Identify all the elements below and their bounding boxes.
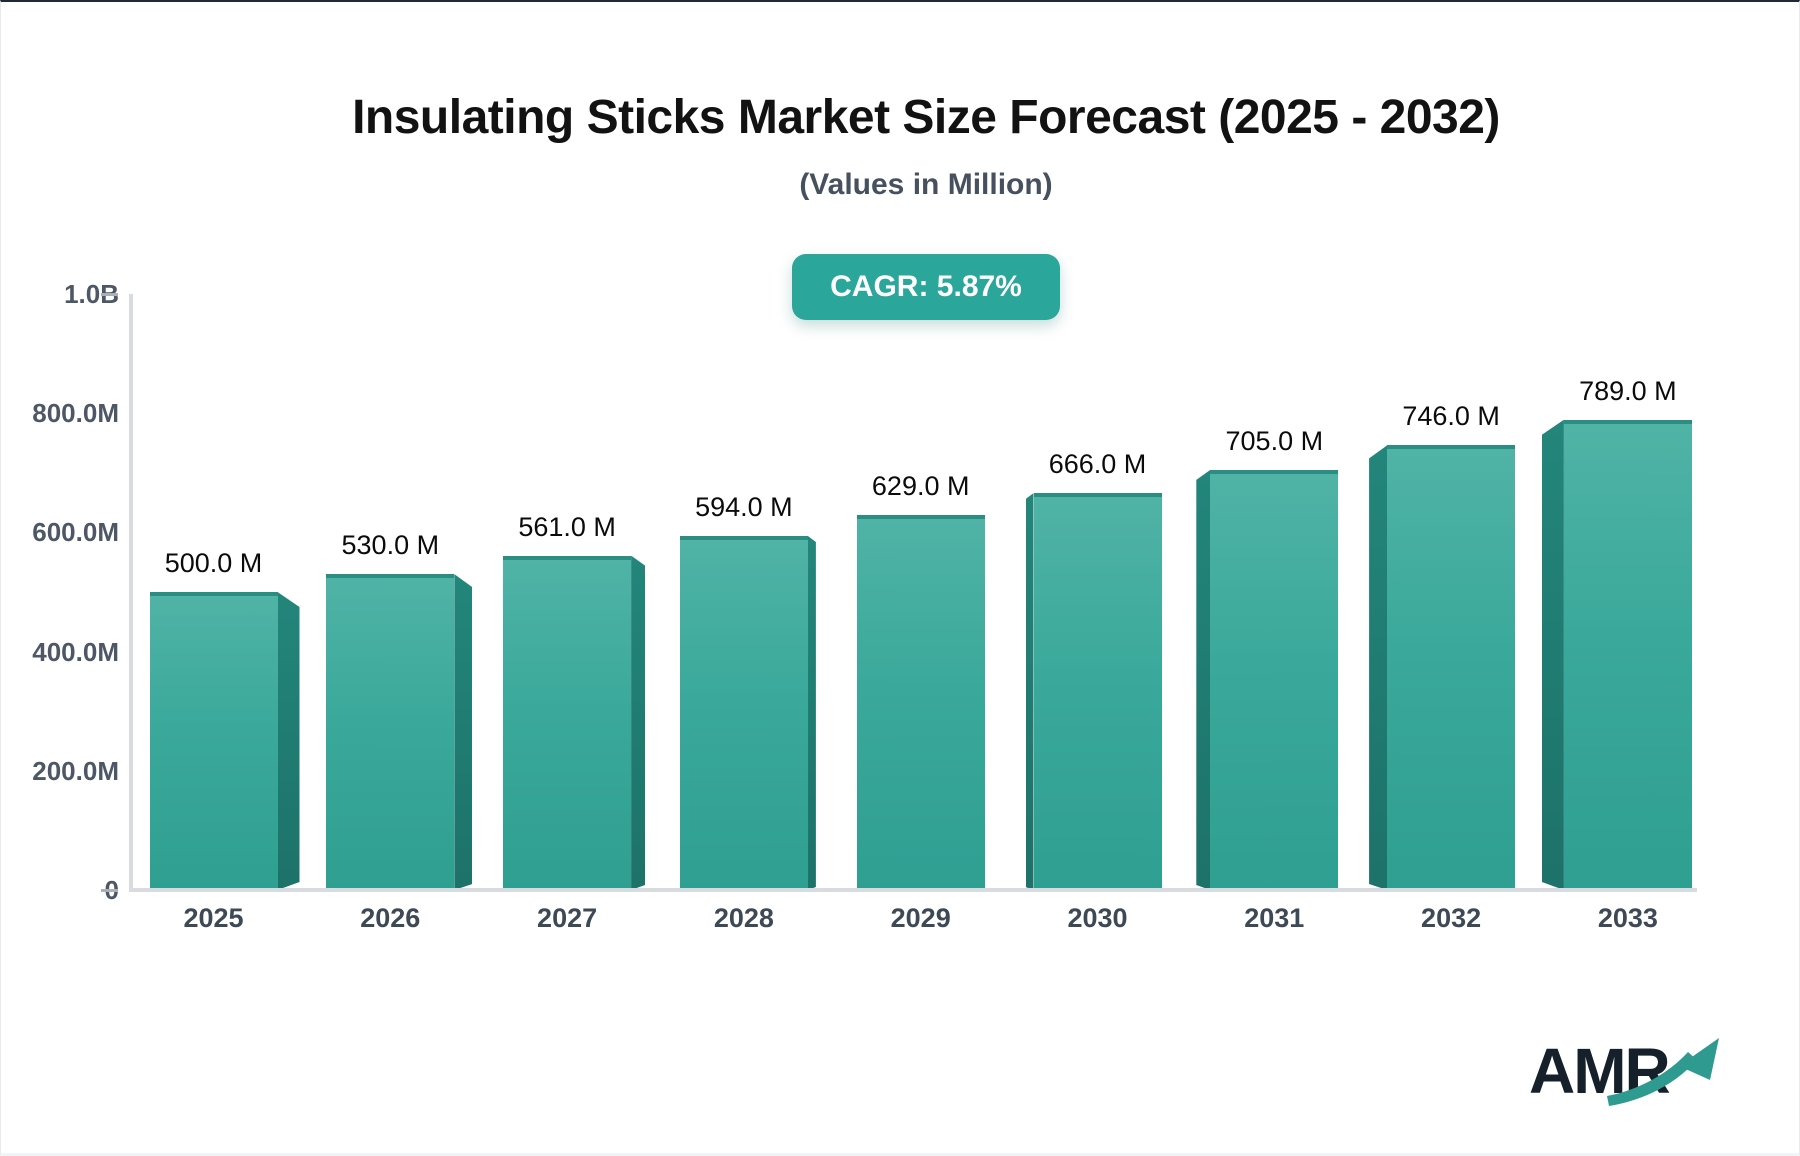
y-axis-line: [129, 294, 133, 890]
logo-growth-arrow-icon: [1607, 1038, 1719, 1106]
bar-side-2028: [808, 536, 816, 890]
bar-2026: [326, 574, 455, 890]
x-axis-label: 2031: [1244, 903, 1305, 933]
x-axis-label: 2032: [1421, 903, 1482, 933]
bar-2030: [1033, 493, 1162, 890]
bar-2027: [503, 555, 632, 890]
bar-2033: [1563, 419, 1692, 890]
y-axis-tick: [101, 293, 118, 296]
bar-value-label: 629.0 M: [871, 471, 970, 502]
bar-side-2030: [1026, 493, 1034, 890]
amr-logo: AMR: [1529, 1034, 1759, 1124]
bar-value-label: 666.0 M: [1048, 449, 1147, 480]
y-axis-label: 200.0M: [32, 755, 119, 786]
y-axis-label: 800.0M: [32, 398, 119, 429]
bar-value-label: 705.0 M: [1225, 425, 1324, 456]
bar-side-2032: [1369, 445, 1387, 890]
bar-value-label: 789.0 M: [1579, 375, 1677, 406]
x-axis-label: 2028: [713, 903, 774, 933]
x-axis-label: 2026: [360, 903, 421, 933]
bar-value-label: 561.0 M: [518, 511, 616, 542]
bar-2028: [679, 535, 808, 890]
cagr-badge: CAGR: 5.87%: [792, 254, 1060, 320]
bar-2032: [1387, 445, 1516, 890]
page-subtitle: (Values in Million): [799, 168, 1053, 201]
bar-side-2033: [1542, 420, 1564, 890]
bar-side-2027: [631, 556, 645, 890]
bar-side-2025: [278, 592, 300, 890]
bar-value-label: 500.0 M: [164, 548, 263, 578]
x-axis-label: 2029: [890, 903, 951, 933]
bar-2029: [856, 515, 985, 890]
x-axis-label: 2030: [1067, 903, 1128, 933]
y-axis-label: 600.0M: [32, 517, 119, 548]
bar-value-label: 594.0 M: [695, 491, 793, 522]
bar-2025: [149, 592, 278, 890]
x-axis-label: 2033: [1597, 903, 1658, 933]
x-axis-label: 2025: [183, 903, 244, 933]
bar-value-label: 746.0 M: [1402, 401, 1500, 432]
bar-side-2031: [1196, 470, 1210, 890]
x-axis-baseline: [129, 888, 1697, 892]
x-axis-label: 2027: [537, 903, 598, 933]
cagr-badge-row: CAGR: 5.87%: [51, 254, 1799, 320]
bar-value-label: 530.0 M: [341, 530, 440, 561]
y-axis-label: 400.0M: [32, 636, 119, 667]
bar-2031: [1210, 469, 1339, 890]
y-axis-tick: [101, 889, 118, 892]
page-title: Insulating Sticks Market Size Forecast (…: [352, 91, 1500, 144]
bar-side-2026: [454, 574, 472, 890]
